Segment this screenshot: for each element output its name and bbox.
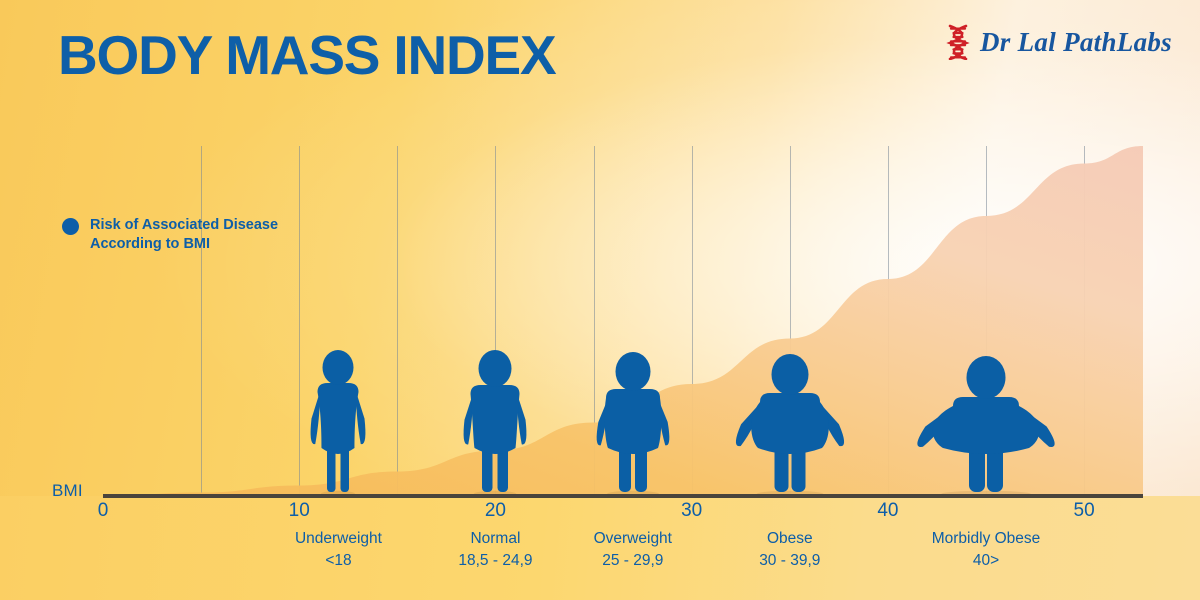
axis-tick-50: 50 [1073,500,1095,521]
axis-tick-40: 40 [877,500,899,521]
axis-tick-30: 30 [681,500,703,521]
category-name: Obese [766,530,813,547]
category-range: 30 - 39,9 [759,552,821,569]
category-range: 25 - 29,9 [602,552,664,569]
body-figure-overweight [583,350,683,498]
gridline-bmi-10 [299,146,301,496]
bmi-axis-line [103,494,1143,498]
chart-legend: Risk of Associated Disease According to … [62,216,278,254]
category-label-morbidly-obese: Morbidly Obese 40> [932,528,1041,572]
gridline-bmi-5 [201,146,203,496]
gridline-bmi-30 [691,146,693,496]
risk-curve-area [103,146,1143,496]
brand-logo: Dr Lal PathLabs [945,24,1172,60]
axis-tick-0: 0 [97,500,109,521]
category-range: 18,5 - 24,9 [458,552,533,569]
background-bottom-strip [0,496,1200,600]
risk-curve-fill [103,146,1143,496]
category-label-underweight: Underweight <18 [295,528,382,572]
axis-tick-20: 20 [484,500,507,521]
dna-helix-icon [946,24,970,60]
category-name: Overweight [593,530,672,547]
category-range: <18 [325,552,352,569]
bmi-axis-label: BMI [52,481,83,500]
category-name: Underweight [294,530,382,547]
category-label-obese: Obese 30 - 39,9 [759,528,820,572]
body-figure-obese [720,352,860,498]
body-figure-morbidly-obese [895,354,1077,498]
risk-curve-svg [103,146,1143,496]
page-title: BODY MASS INDEX [58,24,557,86]
legend-marker-icon [62,218,79,235]
body-figure-normal [453,348,538,498]
category-name: Morbidly Obese [931,530,1041,547]
gridline-bmi-25 [593,146,595,496]
category-label-normal: Normal 18,5 - 24,9 [458,528,532,572]
brand-name: Dr Lal PathLabs [979,26,1172,57]
category-name: Normal [470,530,521,547]
gridline-bmi-15 [397,146,399,496]
chart-plot-area [103,146,1143,498]
body-figure-underweight [300,348,377,498]
gridline-bmi-35 [789,146,791,496]
category-label-overweight: Overweight 25 - 29,9 [594,528,672,572]
category-range: 40> [972,552,1000,569]
axis-tick-10: 10 [288,500,310,521]
gridline-bmi-20 [495,146,497,496]
legend-label: Risk of Associated Disease According to … [90,217,279,253]
